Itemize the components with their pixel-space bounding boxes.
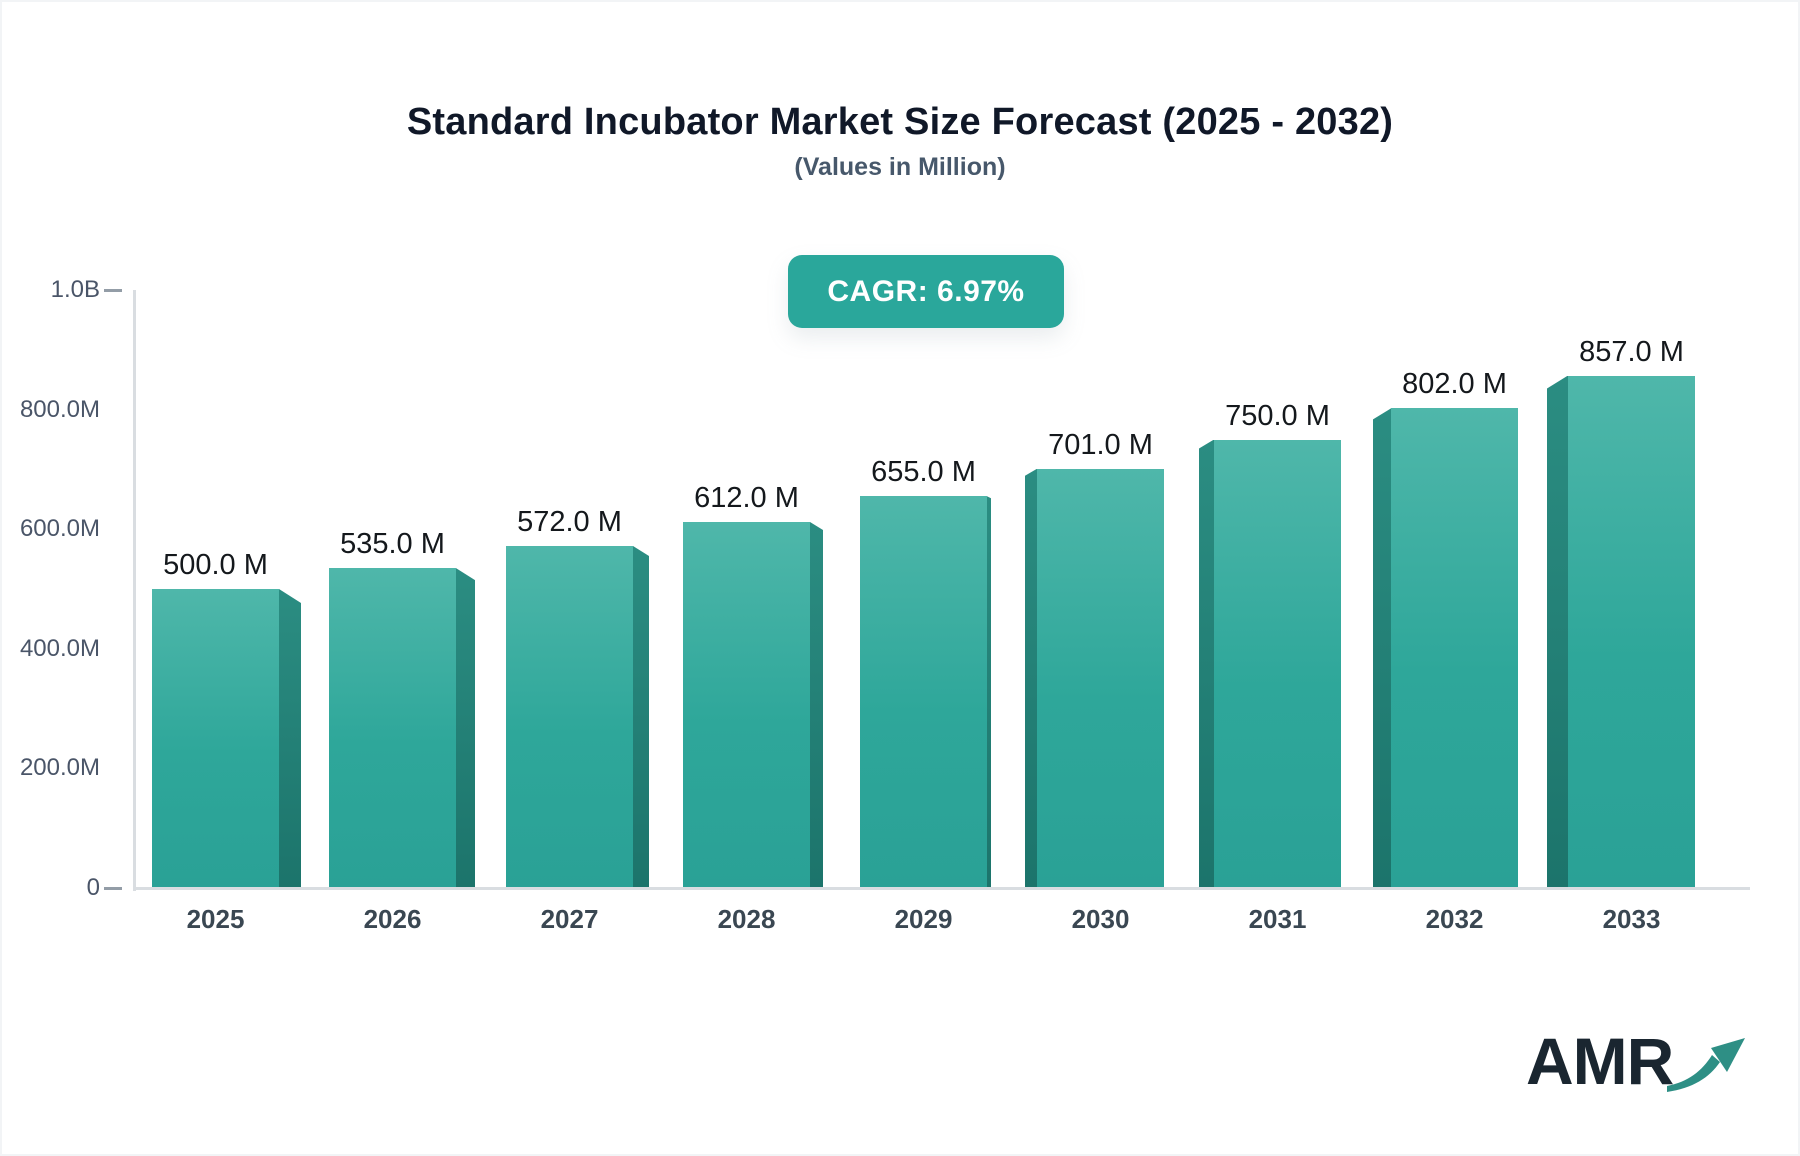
y-axis-tick: [104, 289, 122, 292]
x-axis-label: 2032: [1425, 904, 1484, 934]
x-axis-line: [133, 887, 1750, 890]
y-axis-label: 0: [86, 874, 100, 901]
bar-front: [860, 496, 987, 888]
x-axis-label: 2025: [186, 904, 245, 934]
brand-logo: AMR: [1526, 1028, 1747, 1094]
bar-side-3d: [987, 496, 991, 888]
chart-subtitle: (Values in Million): [794, 153, 1006, 181]
bar-value-label: 802.0 M: [1402, 368, 1507, 401]
bar-front: [506, 545, 633, 888]
bar-value-label: 655.0 M: [871, 456, 976, 489]
x-axis-label: 2028: [717, 904, 776, 934]
bar-front: [152, 589, 279, 888]
chart-title: Standard Incubator Market Size Forecast …: [406, 101, 1394, 143]
y-axis-label: 600.0M: [19, 515, 100, 543]
y-axis-line: [133, 290, 136, 891]
bar-side-3d: [279, 589, 301, 888]
bar-front: [1037, 468, 1164, 888]
x-axis-label: 2027: [540, 904, 599, 934]
bar-side-3d: [1025, 468, 1037, 888]
y-axis-label: 1.0B: [50, 276, 100, 303]
y-axis-label: 800.0M: [19, 395, 100, 423]
bar-side-3d: [1373, 408, 1391, 888]
y-axis-label: 400.0M: [19, 634, 100, 662]
bar-side-3d: [633, 545, 649, 888]
bar-value-label: 535.0 M: [340, 528, 445, 561]
bar-side-3d: [1199, 439, 1214, 888]
bar-value-label: 857.0 M: [1579, 335, 1684, 368]
growth-arrow-icon: [1667, 1038, 1746, 1092]
bar-front: [1568, 375, 1695, 888]
bar-side-3d: [810, 522, 823, 888]
brand-logo-text: AMR: [1526, 1024, 1674, 1098]
cagr-badge: CAGR: 6.97%: [788, 255, 1064, 328]
bar-front: [683, 522, 810, 888]
x-axis-label: 2029: [894, 904, 953, 934]
bar-value-label: 500.0 M: [163, 549, 268, 581]
bar-side-3d: [456, 568, 475, 888]
x-axis-label: 2030: [1071, 904, 1130, 934]
x-axis-label: 2026: [363, 904, 422, 934]
y-axis-label: 200.0M: [19, 754, 100, 782]
bar-value-label: 701.0 M: [1048, 428, 1153, 461]
bar-front: [329, 568, 456, 888]
bar-side-3d: [1547, 375, 1568, 888]
x-axis-label: 2033: [1602, 904, 1661, 934]
bar-value-label: 572.0 M: [517, 505, 622, 538]
x-axis-label: 2031: [1248, 904, 1307, 934]
bar-front: [1214, 439, 1341, 888]
y-axis-tick: [104, 887, 122, 890]
bar-value-label: 612.0 M: [694, 482, 799, 515]
bar-front: [1391, 408, 1518, 888]
bar-value-label: 750.0 M: [1225, 399, 1330, 432]
